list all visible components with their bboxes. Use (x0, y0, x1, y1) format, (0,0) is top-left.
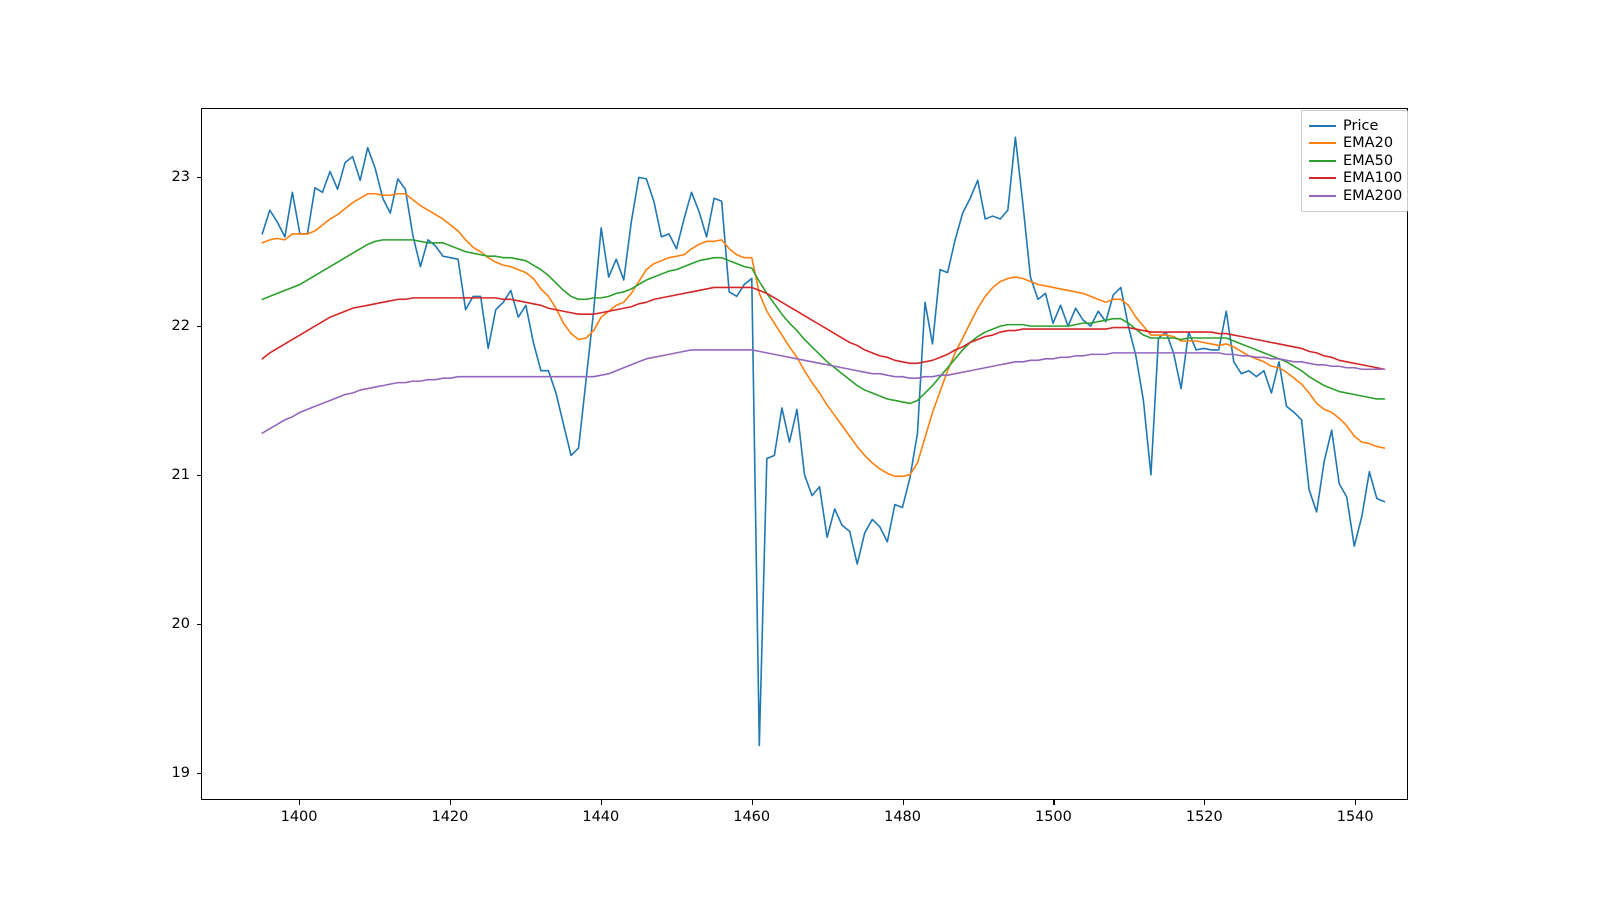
x-tick-label: 1460 (733, 809, 771, 825)
x-tick-mark (751, 800, 753, 805)
x-tick-label: 1400 (280, 809, 318, 825)
series-line-ema100 (261, 286, 1386, 371)
legend-swatch-ema100 (1309, 177, 1336, 180)
x-tick-mark (902, 800, 904, 805)
x-tick-label: 1520 (1185, 809, 1223, 825)
y-tick-label: 20 (171, 615, 190, 632)
x-tick-label: 1420 (431, 809, 469, 825)
x-tick-label: 1540 (1336, 809, 1374, 825)
x-tick-mark (1053, 800, 1055, 805)
plot-area (201, 108, 1408, 800)
x-tick-mark (600, 800, 602, 805)
x-tick-mark (1204, 800, 1206, 805)
series-line-price (261, 136, 1386, 747)
x-tick-label: 1480 (884, 809, 922, 825)
y-tick-mark (196, 325, 201, 327)
y-tick-label: 21 (171, 466, 190, 483)
x-tick-mark (449, 800, 452, 805)
y-tick-label: 19 (171, 764, 190, 781)
legend-swatch-ema200 (1309, 194, 1336, 197)
legend-label: EMA100 (1343, 170, 1403, 186)
legend-swatch-ema50 (1309, 159, 1336, 162)
x-tick-mark (1355, 800, 1357, 805)
legend-label: EMA200 (1343, 187, 1403, 204)
legend-label: Price (1343, 117, 1379, 134)
x-tick-label: 1500 (1034, 809, 1072, 825)
y-tick-mark (196, 176, 201, 178)
legend-item-ema20[interactable]: EMA20 (1302, 135, 1407, 153)
legend-item-price[interactable]: Price (1302, 117, 1407, 135)
series-line-ema50 (261, 239, 1386, 405)
legend-label: EMA20 (1343, 135, 1394, 151)
y-tick-mark (196, 474, 201, 476)
y-tick-mark (196, 624, 201, 626)
legend-item-ema50[interactable]: EMA50 (1302, 152, 1407, 170)
legend[interactable]: Price EMA20 EMA50 EMA100 EMA200 (1301, 110, 1408, 212)
legend-item-ema200[interactable]: EMA200 (1302, 187, 1407, 205)
series-line-ema20 (261, 192, 1386, 478)
y-tick-label: 23 (171, 168, 190, 185)
x-tick-label: 1440 (582, 809, 620, 825)
legend-label: EMA50 (1343, 152, 1394, 169)
y-tick-label: 22 (171, 317, 190, 334)
plot-lines (261, 136, 1386, 747)
y-tick-mark (196, 773, 201, 775)
x-tick-mark (299, 800, 301, 805)
legend-item-ema100[interactable]: EMA100 (1302, 170, 1407, 188)
legend-swatch-ema20 (1309, 142, 1336, 145)
series-line-ema200 (261, 349, 1386, 434)
legend-swatch-price (1309, 124, 1336, 127)
